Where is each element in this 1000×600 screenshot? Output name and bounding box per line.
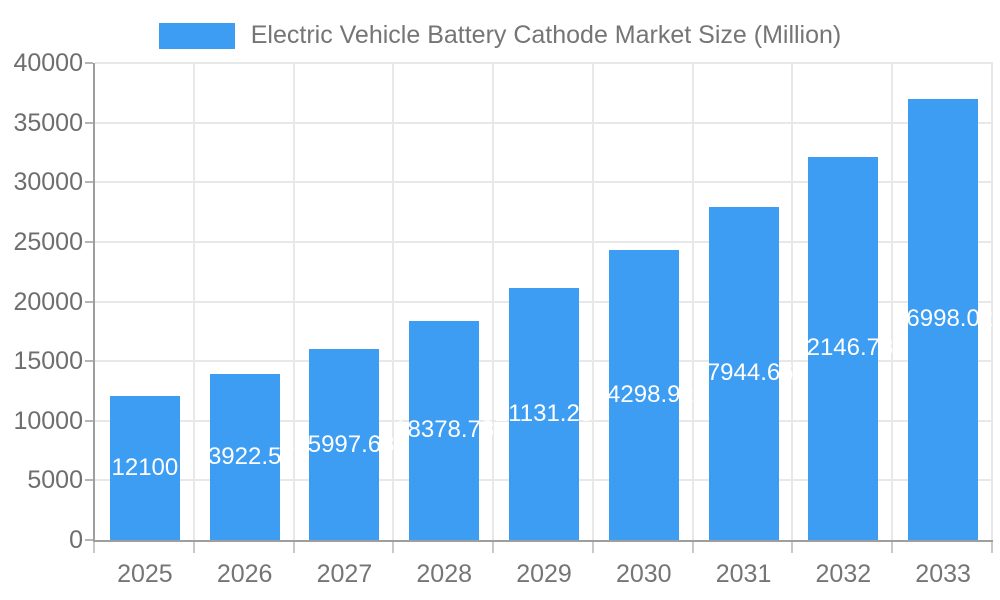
y-axis-tick-label: 30000 <box>13 168 83 197</box>
y-axis-tick <box>85 181 93 184</box>
y-axis-tick-label: 35000 <box>13 108 83 137</box>
y-axis-line <box>93 63 95 540</box>
y-axis-tick-label: 20000 <box>13 287 83 316</box>
y-axis-tick-label: 0 <box>69 526 83 554</box>
y-axis-tick <box>85 539 93 541</box>
gridline-vertical <box>591 63 594 540</box>
gridline-vertical <box>891 63 894 540</box>
bar-2033[interactable] <box>908 98 979 540</box>
gridline-horizontal <box>95 62 993 64</box>
x-axis-label-2025: 2025 <box>117 560 173 588</box>
y-axis-tick <box>85 240 93 243</box>
gridline-vertical <box>492 63 495 540</box>
y-axis-tick <box>85 360 93 363</box>
x-axis-label-2027: 2027 <box>316 560 373 588</box>
legend-swatch[interactable] <box>158 22 235 49</box>
x-axis-tick <box>192 542 195 553</box>
legend[interactable]: Electric Vehicle Battery Cathode Market … <box>0 21 1000 50</box>
y-axis-tick-label: 40000 <box>13 49 83 77</box>
x-axis-tick <box>292 542 295 553</box>
x-axis-tick <box>93 542 95 553</box>
bar-2031[interactable] <box>708 206 779 540</box>
x-axis-tick <box>891 542 894 553</box>
y-axis-tick-label: 10000 <box>13 406 83 435</box>
x-axis-tick <box>691 542 694 553</box>
y-axis-tick-label: 5000 <box>27 466 83 495</box>
gridline-horizontal <box>95 240 993 243</box>
x-axis-tick <box>492 542 495 553</box>
bar-2030[interactable] <box>608 250 679 540</box>
gridline-vertical <box>991 63 993 540</box>
bar-2025[interactable] <box>109 395 180 540</box>
y-axis-tick-label: 25000 <box>13 227 83 256</box>
x-axis-tick <box>392 542 395 553</box>
y-axis-tick <box>85 121 93 124</box>
y-axis-tick <box>85 479 93 482</box>
x-axis-label-2029: 2029 <box>516 560 572 588</box>
y-axis-tick <box>85 300 93 303</box>
gridline-horizontal <box>95 181 993 184</box>
gridline-vertical <box>392 63 395 540</box>
bar-2029[interactable] <box>509 288 579 540</box>
legend-label: Electric Vehicle Battery Cathode Market … <box>250 21 842 49</box>
x-axis-line <box>93 540 993 542</box>
bar-2026[interactable] <box>209 373 280 540</box>
x-axis-label-2031: 2031 <box>715 560 772 588</box>
gridline-horizontal <box>95 121 993 124</box>
y-axis-tick-label: 15000 <box>13 347 83 376</box>
x-axis-label-2032: 2032 <box>815 560 872 588</box>
gridline-vertical <box>192 63 195 540</box>
gridline-vertical <box>791 63 794 540</box>
bar-2032[interactable] <box>808 156 879 540</box>
y-axis-tick <box>85 419 93 422</box>
bar-2027[interactable] <box>309 349 380 540</box>
gridline-vertical <box>691 63 694 540</box>
x-axis-tick <box>991 542 993 553</box>
x-axis-tick <box>791 542 794 553</box>
gridline-vertical <box>292 63 295 540</box>
x-axis-label-2033: 2033 <box>915 560 971 588</box>
x-axis-label-2028: 2028 <box>416 560 473 588</box>
x-axis-label-2026: 2026 <box>216 560 273 588</box>
x-axis-tick <box>591 542 594 553</box>
x-axis-label-2030: 2030 <box>615 560 672 588</box>
y-axis-tick <box>85 62 93 64</box>
plot-area: 0 5000 10000 15000 20000 25000 30000 35000 40000… <box>13 49 993 588</box>
bar-2028[interactable] <box>409 320 480 540</box>
